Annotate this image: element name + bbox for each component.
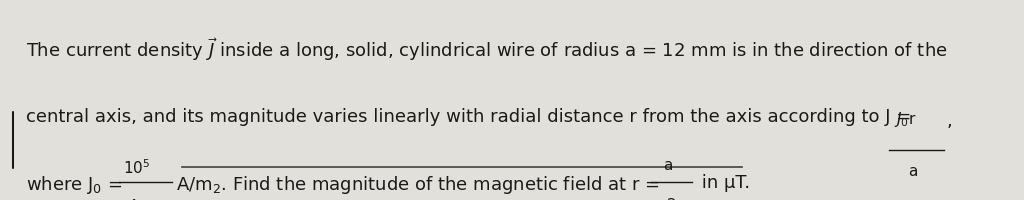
Text: ,: , [946, 112, 952, 130]
Text: 2: 2 [667, 198, 676, 200]
Text: where J$_0$ =: where J$_0$ = [26, 174, 124, 196]
Text: a: a [664, 158, 673, 173]
Text: The current density $\vec{J}$ inside a long, solid, cylindrical wire of radius a: The current density $\vec{J}$ inside a l… [26, 36, 947, 63]
Text: central axis, and its magnitude varies linearly with radial distance r from the : central axis, and its magnitude varies l… [26, 108, 916, 126]
Text: $J_0$r: $J_0$r [894, 110, 916, 129]
Text: A/m$_2$. Find the magnitude of the magnetic field at r =: A/m$_2$. Find the magnitude of the magne… [176, 174, 662, 196]
Text: 4$\pi$: 4$\pi$ [127, 198, 148, 200]
Text: 10$^5$: 10$^5$ [123, 158, 151, 177]
Text: in μT.: in μT. [696, 174, 751, 192]
Text: a: a [908, 164, 918, 179]
